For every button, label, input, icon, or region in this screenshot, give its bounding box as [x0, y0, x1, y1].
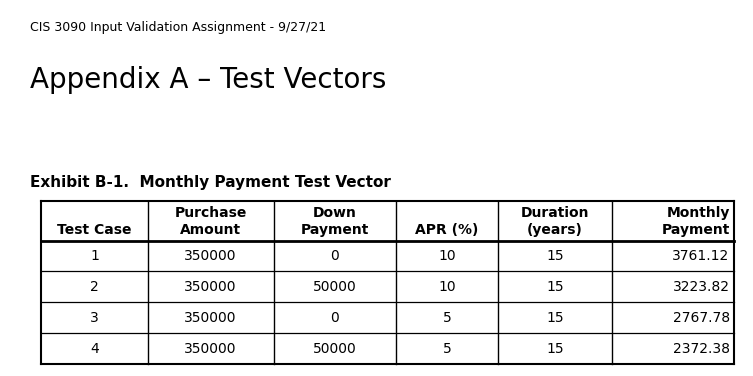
- Text: Down: Down: [312, 206, 357, 220]
- Text: 1: 1: [90, 249, 99, 263]
- Text: 350000: 350000: [184, 280, 237, 294]
- Text: 50000: 50000: [312, 341, 356, 356]
- Text: APR (%): APR (%): [415, 223, 478, 237]
- Text: 15: 15: [546, 280, 564, 294]
- Text: 15: 15: [546, 341, 564, 356]
- Text: 3223.82: 3223.82: [672, 280, 730, 294]
- Text: 5: 5: [443, 311, 451, 325]
- Text: Test Case: Test Case: [57, 223, 132, 237]
- Text: CIS 3090 Input Validation Assignment - 9/27/21: CIS 3090 Input Validation Assignment - 9…: [30, 21, 326, 34]
- Text: (years): (years): [527, 223, 583, 237]
- Text: 5: 5: [443, 341, 451, 356]
- Text: 15: 15: [546, 311, 564, 325]
- Text: 15: 15: [546, 249, 564, 263]
- Text: 2: 2: [90, 280, 99, 294]
- Text: Payment: Payment: [661, 223, 730, 237]
- Text: Amount: Amount: [180, 223, 241, 237]
- Text: Monthly: Monthly: [666, 206, 730, 220]
- Text: 50000: 50000: [312, 280, 356, 294]
- Text: Payment: Payment: [300, 223, 369, 237]
- Text: Purchase: Purchase: [175, 206, 247, 220]
- Text: Appendix A – Test Vectors: Appendix A – Test Vectors: [30, 66, 386, 94]
- Text: 3: 3: [90, 311, 99, 325]
- Text: 350000: 350000: [184, 341, 237, 356]
- Text: 4: 4: [90, 341, 99, 356]
- Text: 350000: 350000: [184, 311, 237, 325]
- Text: 0: 0: [331, 311, 339, 325]
- Text: 0: 0: [331, 249, 339, 263]
- Text: 2372.38: 2372.38: [672, 341, 730, 356]
- Text: 10: 10: [438, 249, 456, 263]
- Text: 2767.78: 2767.78: [672, 311, 730, 325]
- Text: 350000: 350000: [184, 249, 237, 263]
- Text: 10: 10: [438, 280, 456, 294]
- Text: Duration: Duration: [521, 206, 590, 220]
- Text: Exhibit B-1.  Monthly Payment Test Vector: Exhibit B-1. Monthly Payment Test Vector: [30, 175, 391, 190]
- Text: 3761.12: 3761.12: [672, 249, 730, 263]
